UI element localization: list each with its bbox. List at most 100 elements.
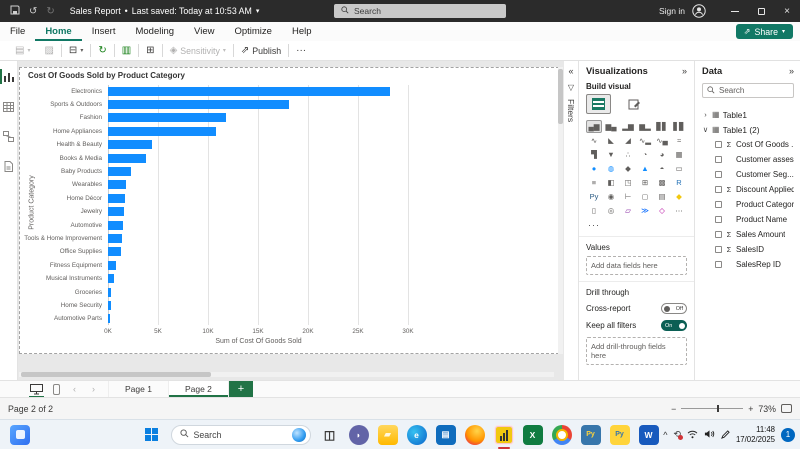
start-button[interactable]: [142, 425, 162, 445]
viz-type-gauge[interactable]: ◓: [654, 162, 670, 175]
taskbar-app-edge-browser[interactable]: e: [406, 424, 427, 445]
viz-type-table[interactable]: ⊞: [637, 176, 653, 189]
share-button[interactable]: ⇗ Share ▾: [735, 24, 793, 39]
viz-type-treemap[interactable]: ▦: [671, 148, 687, 161]
account-avatar-icon[interactable]: [692, 4, 706, 18]
field-row-customer-seg-[interactable]: Customer Seg...: [702, 167, 794, 182]
fit-to-page-icon[interactable]: [781, 404, 792, 413]
page-tab-page-1[interactable]: Page 1: [108, 381, 168, 397]
field-row-salesrep-id[interactable]: SalesRep ID: [702, 257, 794, 272]
taskbar-app-python-idle[interactable]: Py: [609, 424, 630, 445]
viz-type-power-automate[interactable]: ≫: [637, 204, 653, 217]
bar-fashion[interactable]: [108, 113, 226, 123]
taskbar-app-chrome[interactable]: [551, 424, 572, 445]
field-checkbox[interactable]: [715, 141, 722, 148]
viz-type-metrics[interactable]: ◆: [671, 190, 687, 203]
viz-type-area-chart[interactable]: ◣: [603, 134, 619, 147]
bar-fitness-equipment[interactable]: [108, 260, 116, 270]
taskbar-app-firefox[interactable]: [464, 424, 485, 445]
bar-wearables[interactable]: [108, 180, 126, 190]
menu-item-file[interactable]: File: [10, 26, 26, 37]
taskbar-app-file-explorer[interactable]: ▰: [377, 424, 398, 445]
taskbar-app-chat[interactable]: ◗: [348, 424, 369, 445]
viz-type-r-script-visual[interactable]: R: [671, 176, 687, 189]
field-checkbox[interactable]: [715, 216, 722, 223]
viz-type-paginated-report[interactable]: ▯: [586, 204, 602, 217]
pen-icon[interactable]: [721, 426, 730, 444]
viz-type-power-apps[interactable]: ▱: [620, 204, 636, 217]
more-button[interactable]: ···: [289, 45, 313, 56]
canvas-horizontal-scrollbar[interactable]: [19, 372, 554, 377]
field-checkbox[interactable]: [715, 231, 722, 238]
viz-type-custom-visual[interactable]: ◇: [654, 204, 670, 217]
bar-chart-visual[interactable]: Cost Of Goods Sold by Product Category E…: [19, 67, 559, 354]
refresh-button[interactable]: ↻: [91, 45, 113, 56]
filters-pane-label[interactable]: Filters: [566, 99, 576, 123]
bar-automotive-parts[interactable]: [108, 314, 110, 324]
calculator-button[interactable]: ⊞: [139, 45, 161, 56]
viz-type-clustered-column-chart[interactable]: ▆▂: [637, 120, 653, 133]
add-page-button[interactable]: +: [228, 381, 253, 397]
bar-sports-outdoors[interactable]: [108, 99, 289, 109]
field-row-product-name[interactable]: Product Name: [702, 212, 794, 227]
collapse-data-pane-icon[interactable]: »: [788, 66, 794, 76]
field-row-discount-applied[interactable]: Σ Discount Applied: [702, 182, 794, 197]
viz-type-matrix[interactable]: ▩: [654, 176, 670, 189]
viz-type-get-more-visuals[interactable]: ⋯: [671, 204, 687, 217]
viz-type-scatter-chart[interactable]: ∴: [620, 148, 636, 161]
viz-type-multi-row-card[interactable]: ≡: [586, 176, 602, 189]
field-row-sales-amount[interactable]: Σ Sales Amount: [702, 227, 794, 242]
taskbar-app-python-app[interactable]: Py: [580, 424, 601, 445]
bar-baby-products[interactable]: [108, 166, 131, 176]
notification-badge[interactable]: 1: [781, 427, 795, 442]
table-view-button[interactable]: [0, 99, 18, 114]
taskbar-app-power-bi[interactable]: [493, 424, 514, 449]
bar-home-appliances[interactable]: [108, 126, 216, 136]
table-row-table1[interactable]: › ▦ Table1: [702, 107, 794, 122]
viz-type-map[interactable]: ●: [586, 162, 602, 175]
viz-type-decomposition-tree[interactable]: ⊢: [620, 190, 636, 203]
more-visual-options[interactable]: ···: [588, 220, 600, 230]
menu-item-insert[interactable]: Insert: [91, 26, 116, 37]
bar-health-beauty[interactable]: [108, 140, 152, 150]
bar-automotive[interactable]: [108, 220, 123, 230]
collapse-visualizations-icon[interactable]: »: [681, 66, 687, 76]
zoom-out-button[interactable]: −: [671, 403, 677, 414]
viz-type-donut-chart[interactable]: ◕: [654, 148, 670, 161]
taskbar-search-input[interactable]: Search: [170, 424, 311, 445]
report-view-button[interactable]: [0, 69, 18, 84]
bar-books-media[interactable]: [108, 153, 146, 163]
wifi-icon[interactable]: [687, 426, 698, 444]
bar-home-d-cor[interactable]: [108, 193, 125, 203]
menu-item-optimize[interactable]: Optimize: [234, 26, 272, 37]
bar-electronics[interactable]: [108, 86, 390, 96]
taskbar-app-excel[interactable]: X: [522, 424, 543, 445]
viz-type-python-visual[interactable]: Py: [586, 190, 602, 203]
viz-type-card[interactable]: ▭: [671, 162, 687, 175]
viz-type-arcgis-map[interactable]: ◎: [603, 204, 619, 217]
keep-all-filters-toggle[interactable]: On: [661, 320, 687, 331]
zoom-in-button[interactable]: +: [748, 403, 754, 414]
close-button[interactable]: ×: [784, 5, 790, 17]
bar-jewelry[interactable]: [108, 207, 124, 217]
table-row-table1-2-[interactable]: ∨ ▦ Table1 (2): [702, 122, 794, 137]
desktop-layout-button[interactable]: [29, 381, 44, 398]
viz-type-stacked-bar-chart[interactable]: ▄▆: [586, 120, 602, 133]
tray-sync-icon[interactable]: ⟲: [673, 429, 683, 440]
undo-icon[interactable]: ↺: [29, 5, 38, 17]
taskbar-app-word[interactable]: W: [638, 424, 659, 445]
mobile-layout-button[interactable]: [53, 381, 60, 397]
viz-type-azure-map[interactable]: ▲: [637, 162, 653, 175]
field-row-cost-of-goods-[interactable]: Σ Cost Of Goods ...: [702, 137, 794, 152]
viz-type-slicer[interactable]: ◳: [620, 176, 636, 189]
zoom-slider[interactable]: [681, 405, 744, 412]
chevron-expanded-icon[interactable]: ∨: [702, 125, 709, 134]
add-drill-through-fields-well[interactable]: Add drill-through fields here: [586, 337, 687, 365]
next-page-icon[interactable]: ›: [92, 384, 95, 394]
widgets-icon[interactable]: [10, 424, 30, 445]
zoom-slider-handle[interactable]: [717, 405, 720, 412]
taskbar-app-microsoft-store[interactable]: ▤: [435, 424, 456, 445]
viz-type-ribbon-chart[interactable]: ≈: [671, 134, 687, 147]
dax-query-view-button[interactable]: [0, 159, 18, 174]
publish-button[interactable]: ⇗ Publish: [234, 45, 288, 56]
